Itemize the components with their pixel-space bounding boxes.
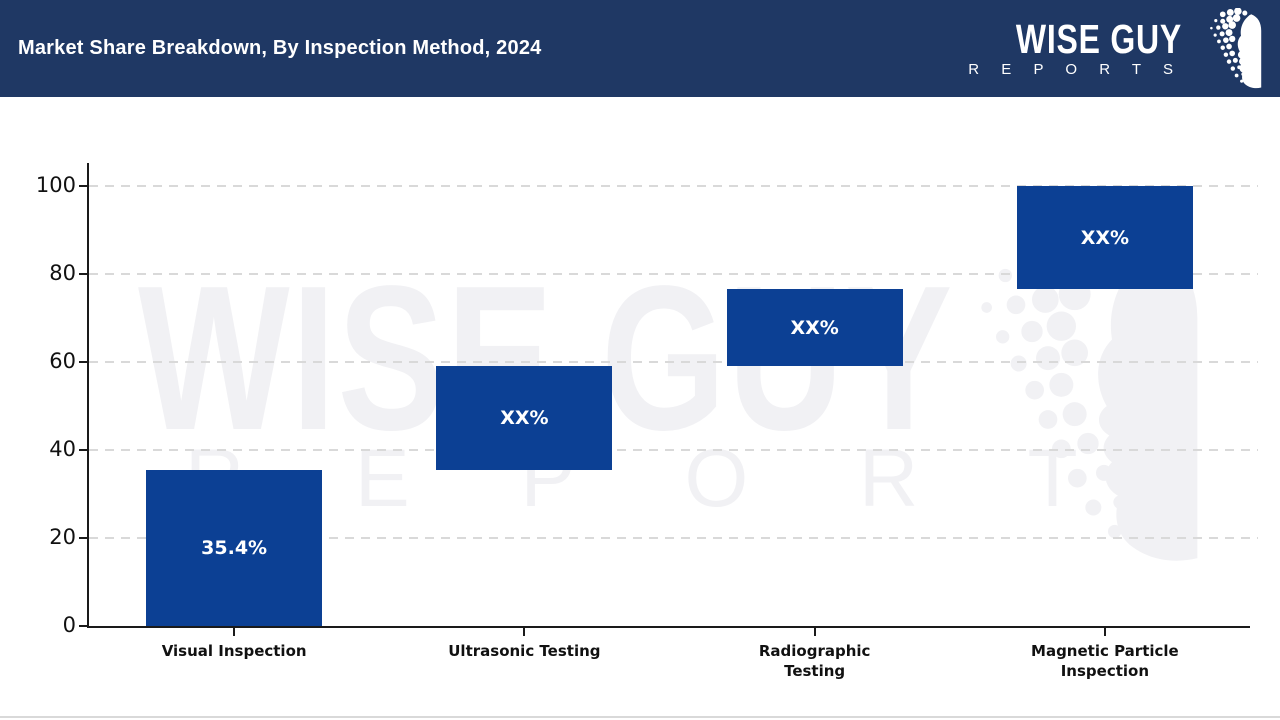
y-gridline: [89, 273, 1258, 275]
y-axis-tick: [79, 449, 87, 451]
y-gridline: [89, 361, 1258, 363]
x-category-label: Radiographic Testing: [758, 642, 871, 680]
x-axis-tick: [1103, 628, 1106, 636]
x-category-label: Ultrasonic Testing: [448, 642, 601, 660]
waterfall-bar: XX%: [726, 289, 903, 367]
y-axis-tick: [79, 185, 87, 187]
x-axis-tick: [813, 628, 816, 636]
waterfall-bar: 35.4%: [146, 470, 323, 626]
y-gridline: [89, 537, 1258, 539]
brand-subtitle: R E P O R T S: [968, 61, 1182, 78]
x-axis-tick: [233, 628, 236, 636]
bar-value-label: XX%: [500, 407, 549, 430]
y-tick-label: 80: [49, 261, 76, 285]
x-category-label: Magnetic Particle Inspection: [1031, 642, 1179, 680]
brand-logo: WISE GUY R E P O R T S: [968, 7, 1262, 90]
x-axis-line: [87, 626, 1250, 628]
brand-name: WISE GUY: [1015, 16, 1182, 62]
y-axis-tick: [79, 273, 87, 275]
y-gridline: [89, 449, 1258, 451]
bar-value-label: XX%: [790, 316, 839, 339]
header-bar: Market Share Breakdown, By Inspection Me…: [0, 0, 1280, 97]
y-axis-tick: [79, 361, 87, 363]
y-axis-tick: [79, 625, 87, 627]
y-tick-label: 60: [49, 349, 76, 373]
waterfall-bar: XX%: [436, 366, 613, 471]
y-tick-label: 20: [49, 525, 76, 549]
y-tick-label: 0: [62, 613, 76, 637]
bar-value-label: XX%: [1080, 226, 1130, 249]
brand-logo-text: WISE GUY R E P O R T S: [968, 16, 1182, 79]
y-axis-line: [87, 163, 89, 628]
y-gridline: [89, 185, 1258, 187]
bar-value-label: 35.4%: [201, 537, 268, 560]
y-axis-tick: [79, 537, 87, 539]
bottom-border-line: [0, 716, 1280, 718]
waterfall-bar: XX%: [1016, 186, 1193, 290]
y-tick-label: 100: [35, 173, 76, 197]
x-axis-tick: [523, 628, 526, 636]
page-title: Market Share Breakdown, By Inspection Me…: [18, 37, 542, 59]
y-tick-label: 40: [49, 437, 76, 461]
x-category-label: Visual Inspection: [161, 642, 307, 660]
